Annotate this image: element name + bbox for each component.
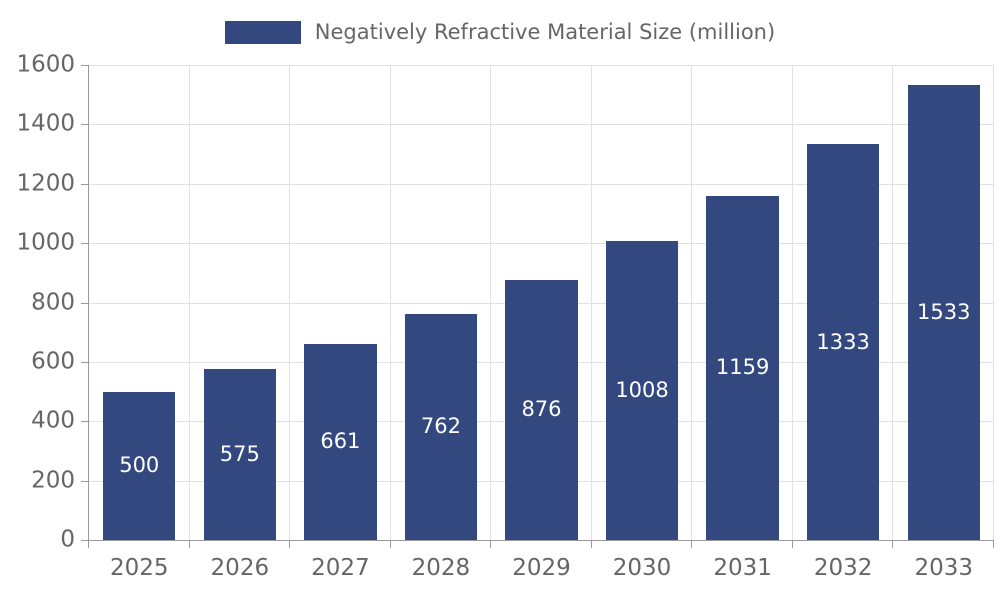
x-axis-tick (791, 540, 793, 548)
x-axis-tick-label: 2032 (813, 555, 873, 581)
y-axis-tick (81, 540, 89, 541)
h-gridline (89, 183, 994, 185)
x-axis-tick-label: 2028 (411, 555, 471, 581)
y-axis-tick-label: 600 (31, 348, 75, 375)
y-axis-tick-label: 1200 (16, 170, 75, 197)
x-axis-tick (993, 540, 994, 548)
legend[interactable]: Negatively Refractive Material Size (mil… (0, 16, 1000, 48)
h-gridline (89, 65, 994, 66)
y-axis-tick-label: 400 (31, 407, 75, 434)
v-gridline (892, 65, 894, 540)
x-axis-tick-label: 2025 (110, 555, 169, 581)
x-axis-tick (389, 540, 391, 548)
h-gridline (89, 124, 994, 126)
h-gridline (89, 243, 994, 245)
y-axis-tick-label: 0 (60, 526, 75, 553)
bar-value-label: 500 (119, 453, 160, 478)
plot-area: 0 200 400 600 800 1000 1200 1400 1600 500 2025 575 2… (16, 53, 994, 580)
bar[interactable]: 762 (404, 313, 478, 540)
bar-value-label: 1159 (715, 355, 770, 380)
x-axis-tick (892, 540, 894, 548)
x-axis-tick (188, 540, 190, 548)
bar[interactable]: 1159 (706, 195, 779, 540)
y-axis-tick (81, 183, 89, 185)
bar-value-label: 762 (420, 414, 461, 439)
bar[interactable]: 1533 (907, 84, 980, 540)
bar-value-label: 1008 (615, 377, 669, 402)
y-axis-tick (81, 480, 89, 482)
x-axis-tick-label: 2031 (713, 555, 772, 581)
y-axis-tick (81, 124, 89, 126)
v-gridline (791, 65, 793, 540)
v-gridline (590, 65, 592, 540)
bar-value-label: 661 (320, 429, 361, 454)
x-axis-tick-label: 2027 (311, 555, 370, 581)
bar-value-label: 876 (521, 397, 562, 422)
x-axis-tick (490, 540, 492, 548)
y-axis-tick (81, 302, 89, 304)
v-gridline (691, 65, 693, 540)
y-axis-tick-label: 800 (31, 289, 75, 315)
v-gridline (289, 65, 291, 540)
bar-value-label: 575 (219, 442, 260, 467)
bar-value-label: 1533 (916, 299, 971, 324)
v-gridline (993, 65, 994, 540)
x-axis-tick-label: 2030 (612, 555, 672, 581)
y-axis-tick-label: 1600 (16, 51, 75, 78)
y-axis-tick (81, 65, 89, 66)
y-axis-tick (81, 421, 89, 423)
bar[interactable]: 500 (103, 391, 176, 540)
x-axis-tick (88, 540, 89, 548)
bar[interactable]: 1008 (605, 240, 679, 540)
bar-value-label: 1333 (816, 329, 870, 354)
y-axis-tick-label: 1000 (16, 229, 75, 256)
x-axis-tick (590, 540, 592, 548)
y-axis-tick (81, 361, 89, 363)
v-gridline (490, 65, 492, 540)
y-axis-tick-label: 1400 (16, 110, 75, 137)
x-axis-tick-label: 2026 (210, 555, 270, 581)
x-axis-tick (691, 540, 693, 548)
x-axis-tick (289, 540, 291, 548)
bar[interactable]: 575 (203, 369, 277, 540)
legend-swatch-icon (224, 20, 301, 44)
y-axis-tick-label: 200 (31, 467, 75, 494)
bar[interactable]: 1333 (806, 144, 880, 540)
v-gridline (389, 65, 391, 540)
legend-label: Negatively Refractive Material Size (mil… (314, 19, 776, 44)
v-gridline (188, 65, 190, 540)
bar[interactable]: 876 (505, 279, 578, 540)
y-axis-tick (81, 243, 89, 245)
bar[interactable]: 661 (304, 343, 377, 540)
x-axis-tick-label: 2029 (512, 555, 571, 581)
x-axis-tick-label: 2033 (914, 555, 973, 581)
